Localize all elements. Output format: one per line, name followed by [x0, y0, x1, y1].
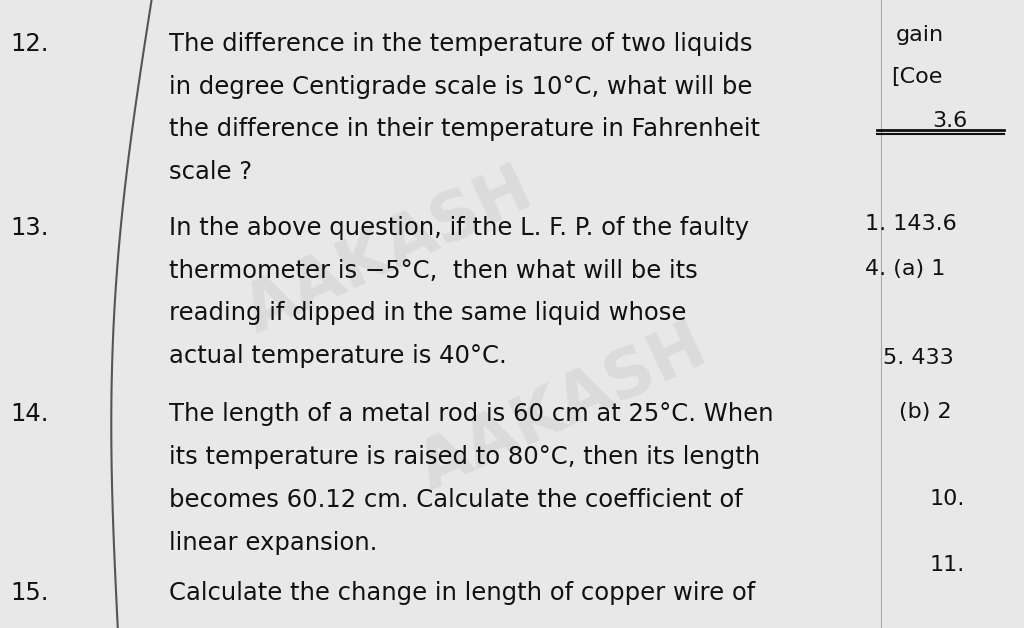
Text: 13.: 13.: [10, 216, 49, 240]
Text: linear expansion.: linear expansion.: [169, 531, 377, 555]
Text: (b) 2: (b) 2: [899, 402, 951, 422]
Text: in degree Centigrade scale is 10°C, what will be: in degree Centigrade scale is 10°C, what…: [169, 75, 753, 99]
Text: The length of a metal rod is 60 cm at 25°C. When: The length of a metal rod is 60 cm at 25…: [169, 403, 773, 426]
Text: Calculate the change in length of copper wire of: Calculate the change in length of copper…: [169, 582, 756, 605]
Text: 12.: 12.: [10, 32, 49, 56]
Text: 14.: 14.: [10, 403, 49, 426]
Text: actual temperature is 40°C.: actual temperature is 40°C.: [169, 344, 507, 368]
Text: scale ?: scale ?: [169, 160, 252, 184]
Text: thermometer is −5°C,  then what will be its: thermometer is −5°C, then what will be i…: [169, 259, 697, 283]
Text: 15.: 15.: [10, 582, 49, 605]
Text: 3.6: 3.6: [932, 111, 967, 131]
Text: 1. 143.6: 1. 143.6: [865, 214, 957, 234]
Text: 5. 433: 5. 433: [883, 348, 953, 368]
Text: gain: gain: [896, 24, 944, 45]
Text: becomes 60.12 cm. Calculate the coefficient of: becomes 60.12 cm. Calculate the coeffici…: [169, 488, 742, 512]
Text: reading if dipped in the same liquid whose: reading if dipped in the same liquid who…: [169, 301, 686, 325]
Text: AAKASH: AAKASH: [409, 313, 718, 504]
Text: 4. (a) 1: 4. (a) 1: [865, 259, 945, 279]
Text: AAKASH: AAKASH: [234, 156, 544, 347]
Text: 10.: 10.: [930, 489, 966, 509]
Text: 11.: 11.: [930, 555, 965, 575]
Text: its temperature is raised to 80°C, then its length: its temperature is raised to 80°C, then …: [169, 445, 760, 469]
Text: In the above question, if the L. F. P. of the faulty: In the above question, if the L. F. P. o…: [169, 216, 750, 240]
Text: [Coe: [Coe: [891, 67, 942, 87]
Text: the difference in their temperature in Fahrenheit: the difference in their temperature in F…: [169, 117, 760, 141]
Text: The difference in the temperature of two liquids: The difference in the temperature of two…: [169, 32, 753, 56]
